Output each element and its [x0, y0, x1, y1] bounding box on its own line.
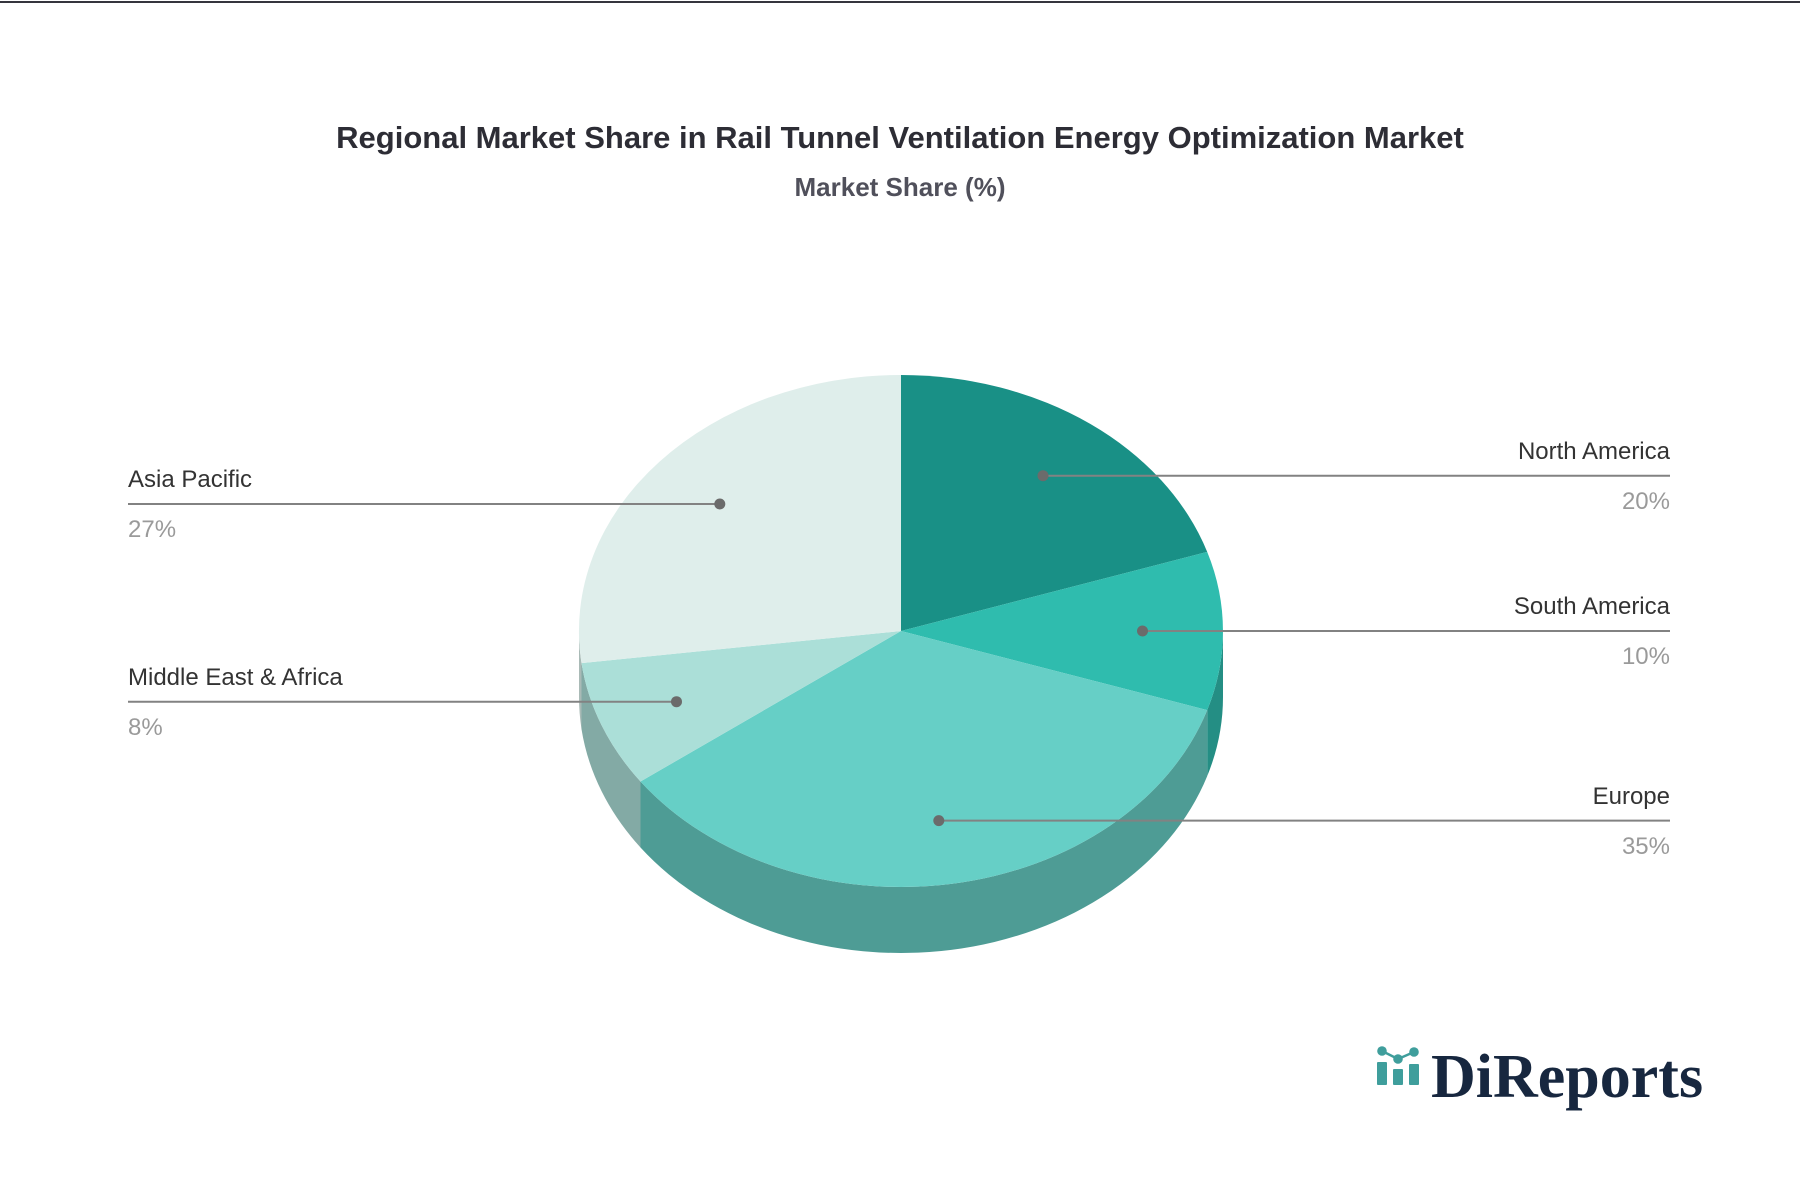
slice-label-asia-pacific: Asia Pacific: [128, 466, 253, 493]
slice-label-north-america: North America: [1517, 438, 1670, 465]
slice-value-middle-east-africa: 8%: [128, 714, 163, 741]
label-connector-dot-north-america: [1037, 470, 1049, 482]
chart-subtitle: Market Share (%): [794, 172, 1006, 202]
chart-title: Regional Market Share in Rail Tunnel Ven…: [336, 120, 1464, 155]
pie-slice-south-america[interactable]: [901, 551, 1223, 711]
pie-slice-side-south-america: [1207, 631, 1223, 777]
top-border: [0, 1, 1800, 3]
brand-logo[interactable]: DiReports: [1374, 1038, 1703, 1108]
pie-slice-side-asia-pacific: [578, 631, 582, 730]
slice-value-europe: 35%: [1621, 833, 1670, 860]
label-connector-dot-europe: [933, 815, 945, 827]
slice-value-asia-pacific: 27%: [128, 516, 177, 543]
pie-slice-side-middle-east-africa: [581, 663, 641, 848]
slice-label-middle-east-africa: Middle East & Africa: [128, 664, 343, 691]
pie-slice-asia-pacific[interactable]: [578, 375, 901, 664]
brand-logo-text: DiReports: [1431, 1043, 1704, 1111]
slice-value-north-america: 20%: [1621, 488, 1670, 515]
label-connector-dot-south-america: [1137, 625, 1148, 637]
slice-value-south-america: 10%: [1621, 643, 1670, 670]
label-connector-dot-asia-pacific: [714, 498, 726, 510]
label-connector-dot-middle-east-africa: [671, 696, 682, 708]
pie-slice-side-europe: [640, 710, 1208, 953]
pie-slice-middle-east-africa[interactable]: [581, 631, 902, 782]
brand-logo-icon: [1377, 1046, 1419, 1085]
pie-slice-europe[interactable]: [640, 631, 1208, 887]
pie-slice-north-america[interactable]: [901, 375, 1208, 631]
slice-label-europe: Europe: [1592, 783, 1670, 810]
slice-label-south-america: South America: [1513, 593, 1670, 620]
